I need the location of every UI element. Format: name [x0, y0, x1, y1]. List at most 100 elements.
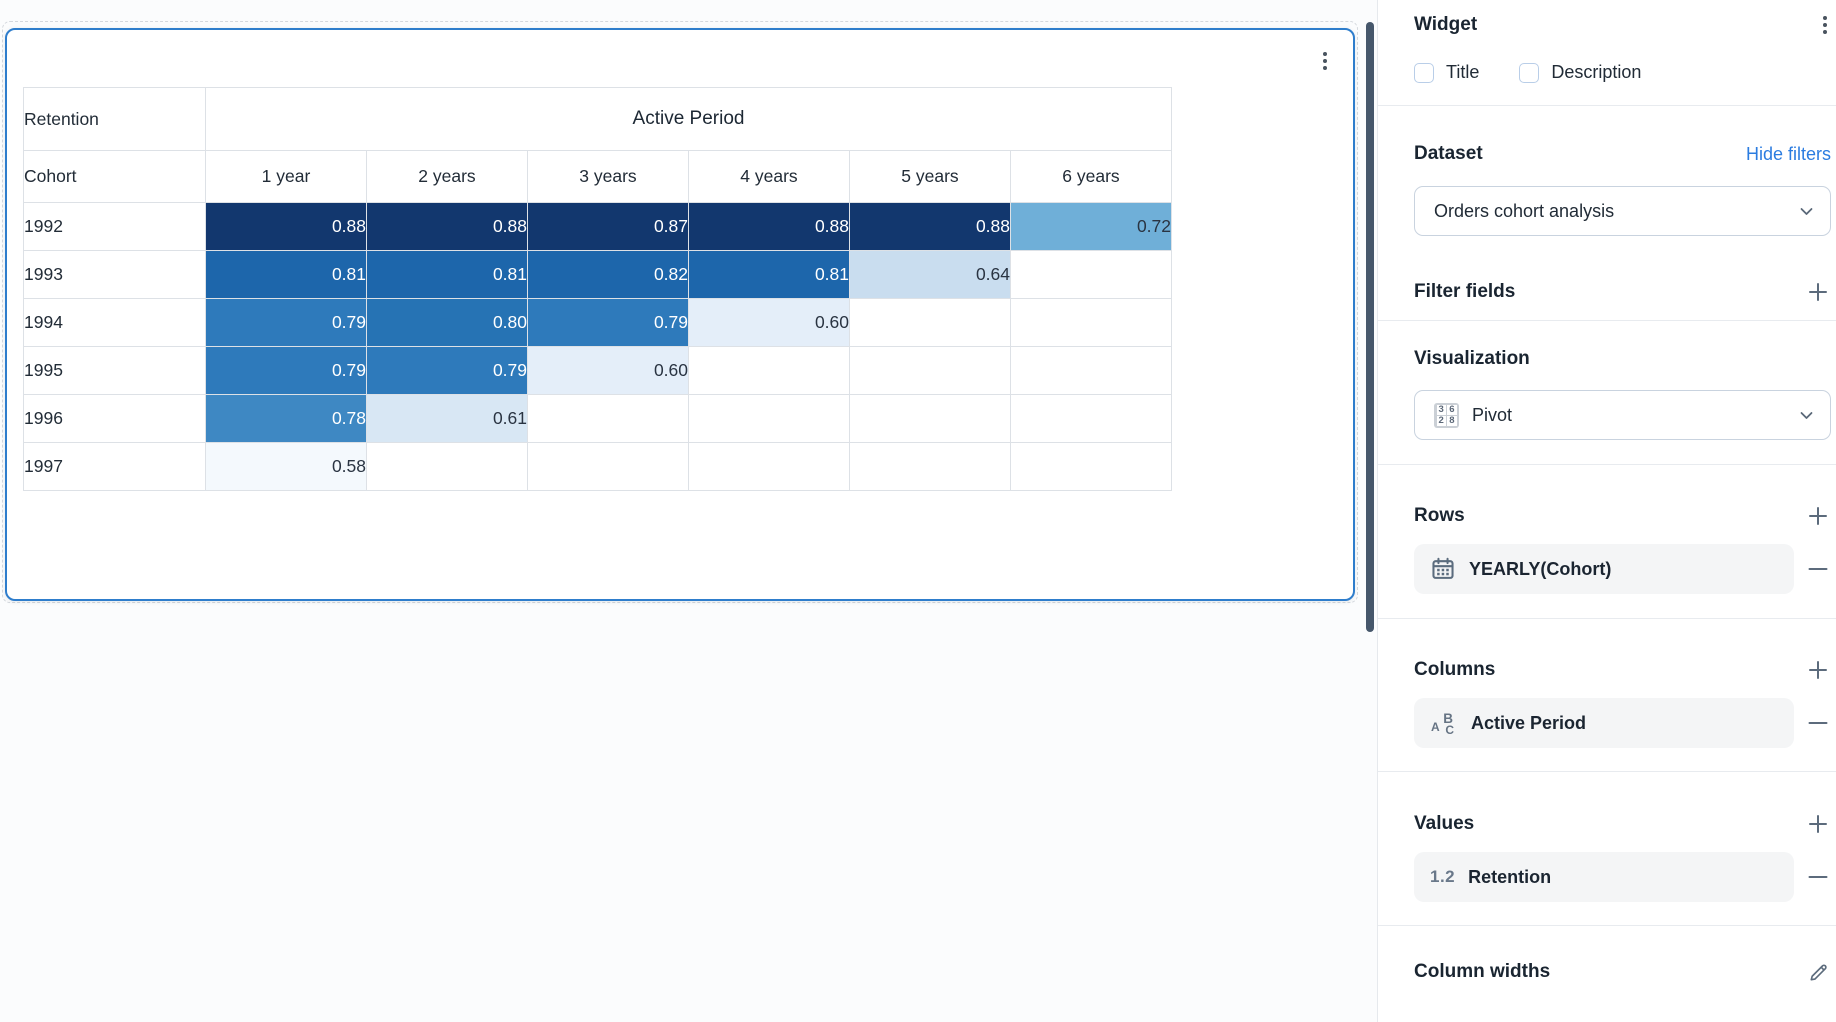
description-checkbox[interactable]: Description [1519, 62, 1641, 83]
divider [1378, 320, 1836, 321]
minus-icon [1808, 722, 1828, 724]
pivot-cell [366, 442, 528, 491]
pivot-cell [1010, 298, 1172, 347]
description-checkbox-label: Description [1551, 62, 1642, 82]
pivot-row-label: 1995 [23, 346, 206, 395]
pencil-icon [1809, 964, 1827, 981]
pivot-row-label: 1992 [23, 202, 206, 251]
plus-icon [1809, 507, 1827, 525]
minus-icon [1808, 568, 1828, 570]
remove-column-field-button[interactable] [1805, 710, 1831, 736]
pivot-cell: 0.81 [366, 250, 528, 299]
add-column-field-button[interactable] [1805, 657, 1831, 683]
plus-icon [1809, 661, 1827, 679]
pivot-cell [849, 298, 1011, 347]
add-filter-field-button[interactable] [1805, 279, 1831, 305]
pivot-row-label: 1997 [23, 442, 206, 491]
pivot-cell [849, 394, 1011, 443]
pivot-cell [1010, 346, 1172, 395]
pivot-cell: 0.81 [688, 250, 850, 299]
pivot-cell: 0.88 [366, 202, 528, 251]
pivot-cell: 0.88 [849, 202, 1011, 251]
add-value-field-button[interactable] [1805, 811, 1831, 837]
number-type-icon: 1.2 [1430, 867, 1456, 886]
pivot-cell: 0.60 [688, 298, 850, 347]
edit-column-widths-button[interactable] [1805, 959, 1831, 985]
pivot-cell: 0.79 [205, 298, 367, 347]
pivot-table-container: Retention Active Period Cohort 1 year 2 year… [23, 87, 1172, 491]
pivot-cell: 0.88 [205, 202, 367, 251]
pivot-measure-label: Retention [23, 87, 206, 151]
hide-filters-link[interactable]: Hide filters [1745, 143, 1831, 164]
pivot-column-header: 5 years [849, 150, 1011, 203]
pivot-row-label: 1994 [23, 298, 206, 347]
divider [1378, 925, 1836, 926]
remove-row-field-button[interactable] [1805, 556, 1831, 582]
pivot-row: 1996 0.78 0.61 [23, 394, 1172, 443]
panel-kebab-menu-icon[interactable] [1819, 12, 1831, 38]
calendar-icon [1432, 557, 1454, 579]
columns-section-title: Columns [1414, 659, 1496, 680]
dashboard-canvas: Retention Active Period Cohort 1 year 2 year… [2, 21, 1374, 632]
panel-scrollbar-thumb[interactable] [1366, 22, 1374, 632]
values-field-label: Retention [1468, 866, 1552, 887]
divider [1378, 105, 1836, 106]
pivot-cell: 0.80 [366, 298, 528, 347]
pivot-cell: 0.61 [366, 394, 528, 443]
add-row-field-button[interactable] [1805, 503, 1831, 529]
plus-icon [1809, 283, 1827, 301]
pivot-table: Retention Active Period Cohort 1 year 2 year… [23, 87, 1172, 491]
pivot-row: 1995 0.79 0.79 0.60 [23, 346, 1172, 395]
pivot-cell: 0.79 [366, 346, 528, 395]
divider [1378, 618, 1836, 619]
divider [1378, 464, 1836, 465]
pivot-cell [688, 346, 850, 395]
divider [1378, 771, 1836, 772]
pivot-column-header: 2 years [366, 150, 528, 203]
pivot-cell [849, 346, 1011, 395]
remove-value-field-button[interactable] [1805, 864, 1831, 890]
pivot-row: 1993 0.81 0.81 0.82 0.81 0.64 [23, 250, 1172, 299]
plus-icon [1809, 815, 1827, 833]
minus-icon [1808, 876, 1828, 878]
pivot-column-header: 6 years [1010, 150, 1172, 203]
filter-fields-section-title: Filter fields [1414, 281, 1516, 302]
pivot-cell: 0.60 [527, 346, 689, 395]
grid-cell-outline [2, 21, 1358, 603]
pivot-cell: 0.79 [205, 346, 367, 395]
pivot-cell: 0.88 [688, 202, 850, 251]
rows-field-pill[interactable]: YEARLY(Cohort) [1414, 544, 1794, 594]
pivot-cell [688, 394, 850, 443]
dataset-section-title: Dataset [1414, 143, 1483, 164]
pivot-row: 1994 0.79 0.80 0.79 0.60 [23, 298, 1172, 347]
description-checkbox-box[interactable] [1519, 62, 1540, 83]
dataset-select-value: Orders cohort analysis [1434, 200, 1615, 221]
pivot-cell: 0.78 [205, 394, 367, 443]
columns-field-label: Active Period [1471, 712, 1587, 733]
rows-section-title: Rows [1414, 505, 1465, 526]
pivot-row-label: 1993 [23, 250, 206, 299]
panel-title: Widget [1414, 14, 1478, 35]
column-widths-section-title: Column widths [1414, 961, 1551, 982]
pivot-cell [527, 442, 689, 491]
pivot-cell: 0.64 [849, 250, 1011, 299]
pivot-row: 1992 0.88 0.88 0.87 0.88 0.88 0.72 [23, 202, 1172, 251]
widget-kebab-menu-icon[interactable] [1319, 48, 1331, 74]
values-field-pill[interactable]: 1.2 Retention [1414, 852, 1794, 902]
dataset-select[interactable]: Orders cohort analysis [1414, 186, 1831, 236]
title-checkbox-label: Title [1446, 62, 1480, 82]
chevron-down-icon [1800, 411, 1813, 419]
pivot-cell [849, 442, 1011, 491]
pivot-widget-card[interactable]: Retention Active Period Cohort 1 year 2 year… [5, 28, 1355, 601]
pivot-cell: 0.72 [1010, 202, 1172, 251]
visualization-select-value: Pivot [1472, 404, 1513, 425]
pivot-row-label: 1996 [23, 394, 206, 443]
pivot-cell [1010, 250, 1172, 299]
title-checkbox[interactable]: Title [1414, 62, 1479, 83]
pivot-column-header: 3 years [527, 150, 689, 203]
settings-panel: Widget Title Description Dataset Hide fi… [1377, 0, 1836, 1022]
title-checkbox-box[interactable] [1414, 62, 1434, 83]
